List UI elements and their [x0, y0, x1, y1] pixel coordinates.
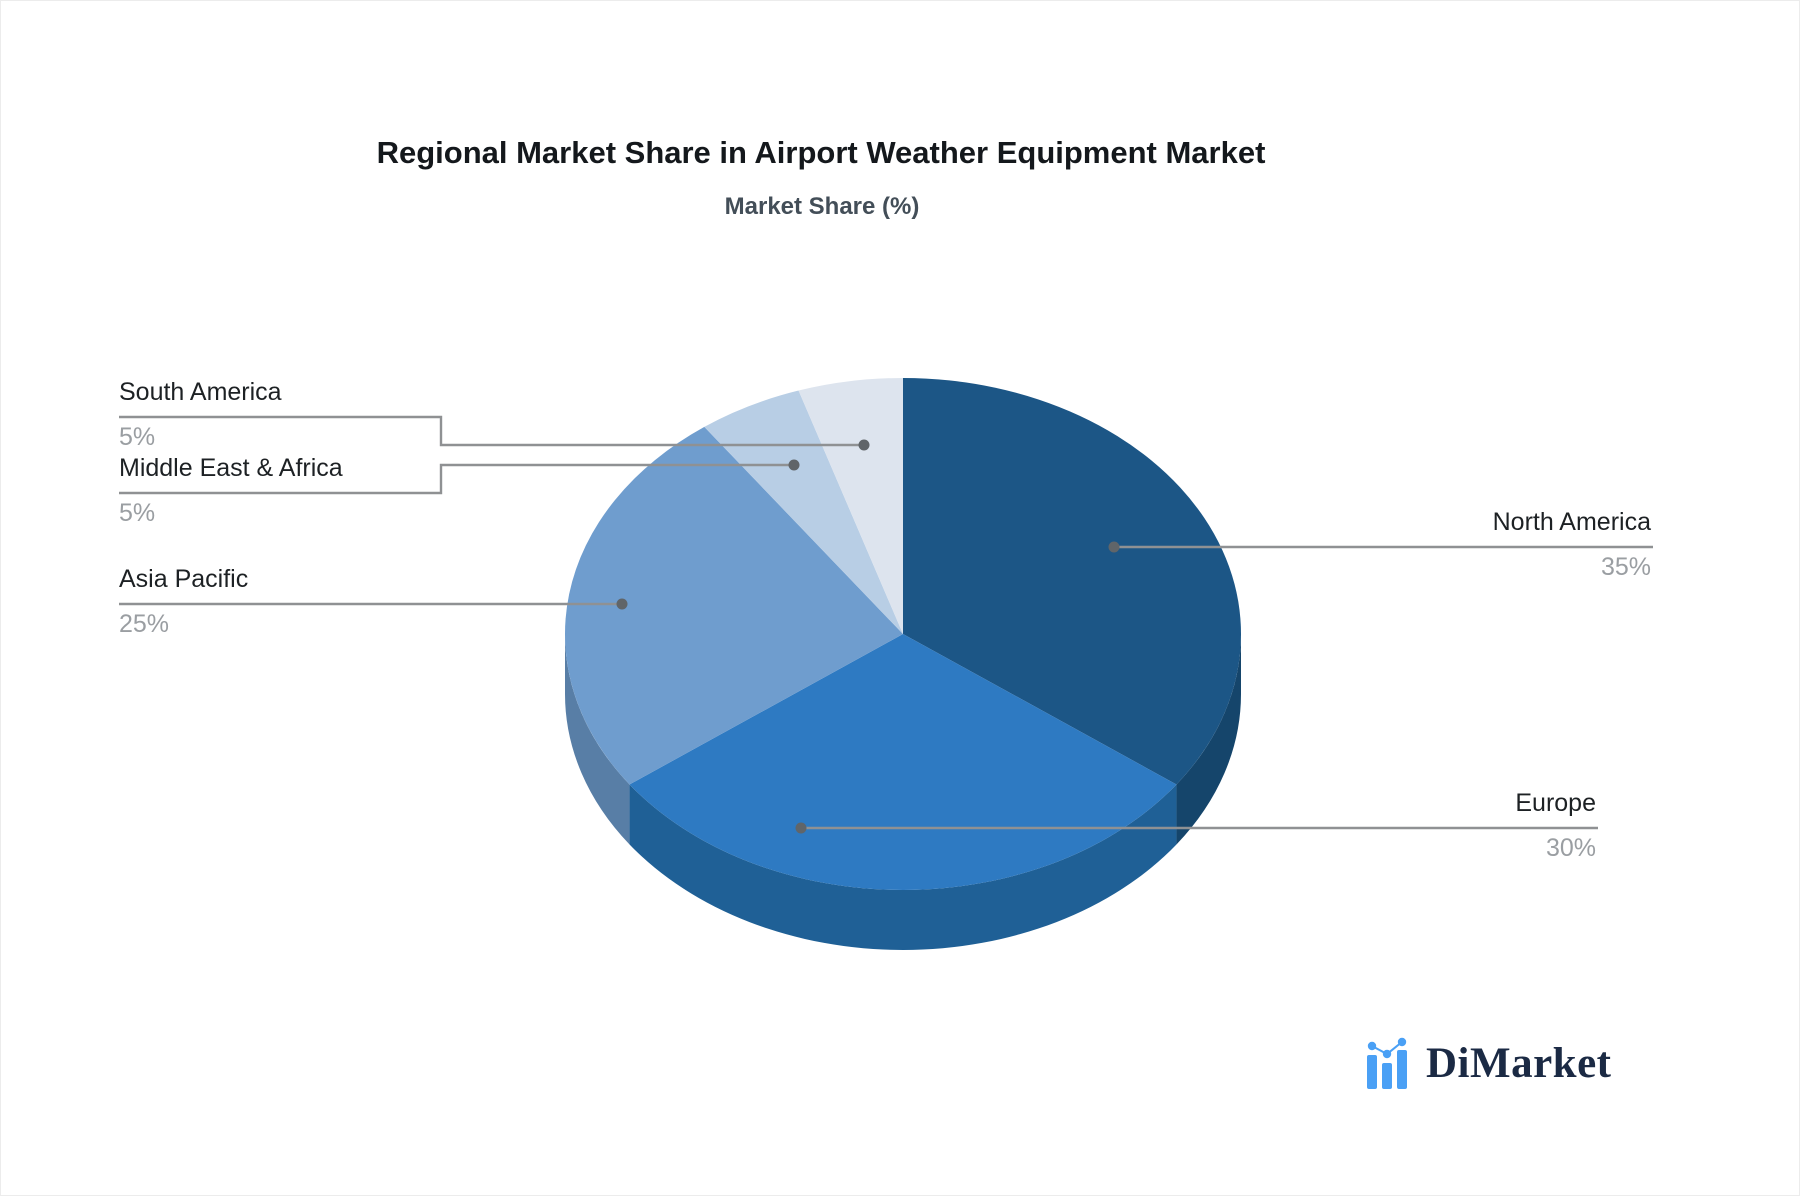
pie-label-europe: Europe 30% — [1515, 789, 1596, 863]
label-name: Asia Pacific — [119, 565, 249, 593]
pie-slice-side-2 — [565, 634, 630, 845]
pie-label-north-america: North America 35% — [1493, 508, 1651, 582]
label-name: Europe — [1515, 789, 1596, 817]
chart-title: Regional Market Share in Airport Weather… — [376, 135, 1266, 170]
logo-text: DiMarket — [1426, 1040, 1612, 1087]
label-name: South America — [119, 378, 282, 406]
label-name: North America — [1492, 508, 1651, 536]
dimarket-logo: DiMarket — [1367, 1037, 1612, 1089]
pie-label-south-america: South America 5% — [119, 378, 282, 452]
pie-slice-side-1 — [629, 784, 1177, 950]
pie-label-middle-east-africa: Middle East & Africa 5% — [119, 454, 343, 528]
label-percent: 30% — [1545, 834, 1596, 862]
pie-slice-0[interactable] — [903, 378, 1242, 785]
pie-slice-4[interactable] — [798, 378, 903, 634]
pie-label-asia-pacific: Asia Pacific 25% — [119, 565, 248, 639]
label-percent: 5% — [119, 499, 156, 527]
label-dot — [1108, 541, 1120, 553]
pie-slice-2[interactable] — [565, 426, 903, 785]
chart-subtitle: Market Share (%) — [724, 193, 920, 220]
label-line — [119, 415, 864, 447]
label-dot — [795, 822, 807, 834]
pie-slice-side-0 — [1176, 634, 1241, 845]
label-percent: 25% — [119, 610, 170, 638]
pie-slice-1[interactable] — [629, 634, 1177, 890]
label-dot — [616, 598, 628, 610]
label-line — [119, 463, 794, 495]
label-percent: 5% — [119, 423, 156, 451]
label-name: Middle East & Africa — [119, 454, 343, 482]
label-percent: 35% — [1600, 553, 1651, 581]
bar-chart-logo-icon — [1367, 1037, 1407, 1089]
pie-slice-3[interactable] — [704, 390, 903, 634]
label-dot — [788, 459, 800, 471]
label-dot — [858, 439, 870, 451]
